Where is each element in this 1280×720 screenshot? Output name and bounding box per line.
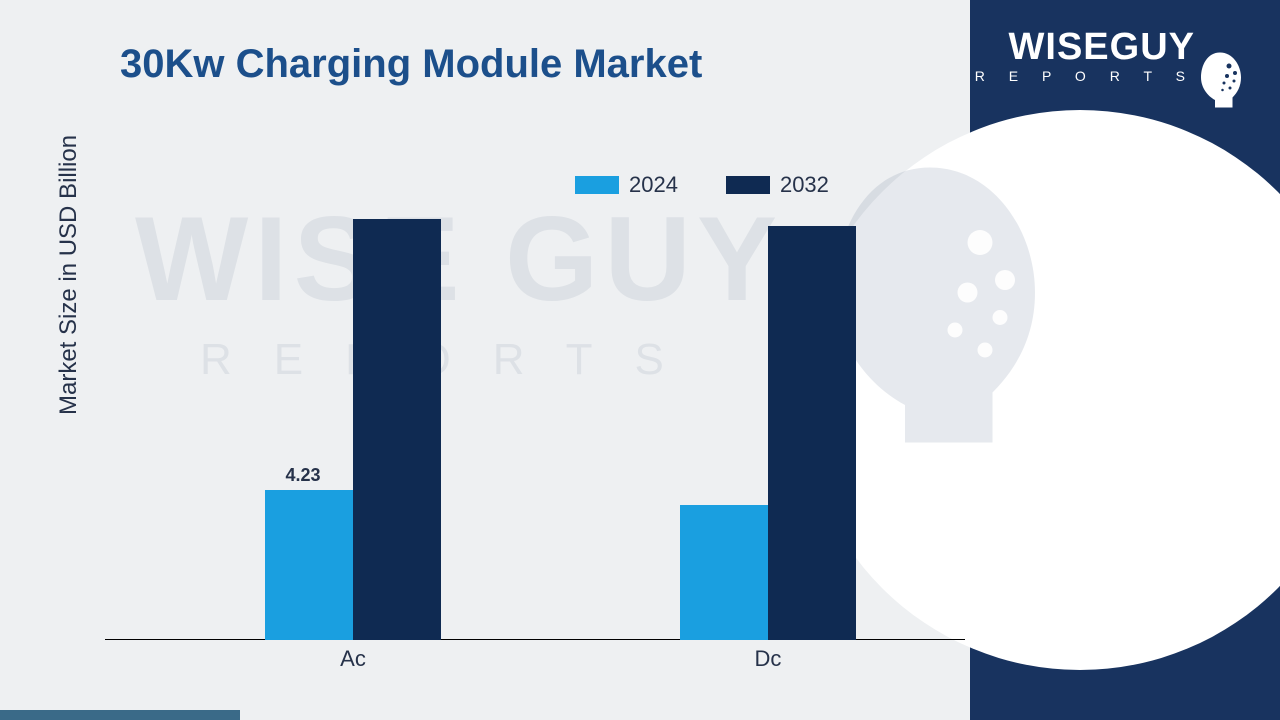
- brand-head-icon: [1190, 50, 1250, 110]
- brand-block: WISEGUY R E P O R T S: [975, 28, 1250, 84]
- chart-canvas: WISE GUY REPORTS 30Kw Charging Module Ma…: [0, 0, 1280, 720]
- bar: [353, 219, 441, 640]
- chart-title: 30Kw Charging Module Market: [120, 42, 702, 87]
- bar-group: Dc: [680, 215, 856, 640]
- bar-value-label: 4.23: [259, 465, 347, 486]
- legend-swatch-2032: [726, 176, 770, 194]
- legend-item-2032: 2032: [726, 172, 829, 198]
- legend-item-2024: 2024: [575, 172, 678, 198]
- footer-accent: [0, 710, 240, 720]
- category-label: Dc: [680, 646, 856, 672]
- y-axis-label: Market Size in USD Billion: [55, 135, 83, 415]
- plot-area: 4.23Ac Dc: [105, 215, 965, 640]
- brand-main: WISEGUY: [975, 28, 1195, 66]
- legend: 2024 2032: [575, 172, 829, 198]
- bar: [768, 226, 856, 640]
- category-label: Ac: [265, 646, 441, 672]
- brand-sub: R E P O R T S: [975, 68, 1195, 84]
- bar: [265, 490, 353, 640]
- legend-swatch-2024: [575, 176, 619, 194]
- legend-label-2032: 2032: [780, 172, 829, 198]
- bar: [680, 505, 768, 640]
- bar-group: 4.23Ac: [265, 215, 441, 640]
- legend-label-2024: 2024: [629, 172, 678, 198]
